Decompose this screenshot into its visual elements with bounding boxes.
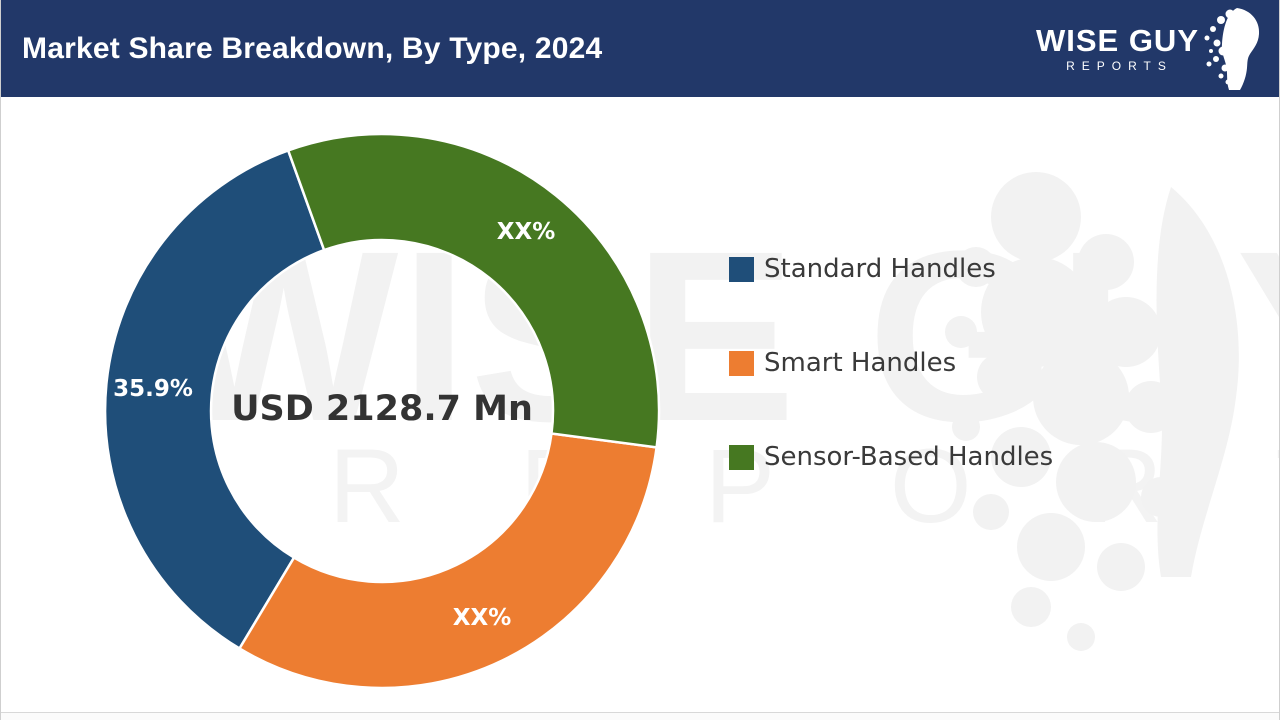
page-title: Market Share Breakdown, By Type, 2024 <box>22 31 603 65</box>
logo-subtitle: REPORTS <box>1066 59 1173 73</box>
legend-swatch-smart-handles <box>729 350 754 376</box>
legend-item-sensor-based-handles: Sensor-Based Handles <box>729 442 1053 472</box>
legend-item-smart-handles: Smart Handles <box>729 348 1053 378</box>
donut-chart <box>103 132 661 690</box>
donut-slice-smart-handles <box>238 432 658 690</box>
chart-center-value: USD 2128.7 Mn <box>231 389 533 429</box>
page-footer-divider <box>1 712 1279 720</box>
legend-label: Standard Handles <box>764 254 996 284</box>
donut-slice-sensor-based-handles <box>286 132 661 449</box>
legend-item-standard-handles: Standard Handles <box>729 254 1053 284</box>
wise-guy-logo: WISE GUY REPORTS <box>1036 7 1263 91</box>
legend-label: Sensor-Based Handles <box>764 442 1054 472</box>
slice-label-sensor-based-handles: XX% <box>496 219 556 245</box>
slice-label-standard-handles: 35.9% <box>113 376 193 402</box>
legend-swatch-sensor-based-handles <box>729 444 754 470</box>
chart-area: WISE GUY REPORTS USD 2128.7 Mn 35.9% XX%… <box>1 97 1279 712</box>
donut-slice-standard-handles <box>103 149 326 650</box>
logo-face-icon <box>1204 7 1260 90</box>
logo-title: WISE GUY <box>1035 23 1199 58</box>
legend-label: Smart Handles <box>764 348 957 378</box>
logo-wordmark: WISE GUY REPORTS <box>1036 25 1199 72</box>
header: Market Share Breakdown, By Type, 2024 WI… <box>1 0 1279 97</box>
legend-swatch-standard-handles <box>729 256 754 282</box>
watermark-face-icon <box>945 172 1239 651</box>
slice-label-smart-handles: XX% <box>452 605 512 631</box>
chart-legend: Standard Handles Smart Handles Sensor-Ba… <box>729 254 1053 536</box>
